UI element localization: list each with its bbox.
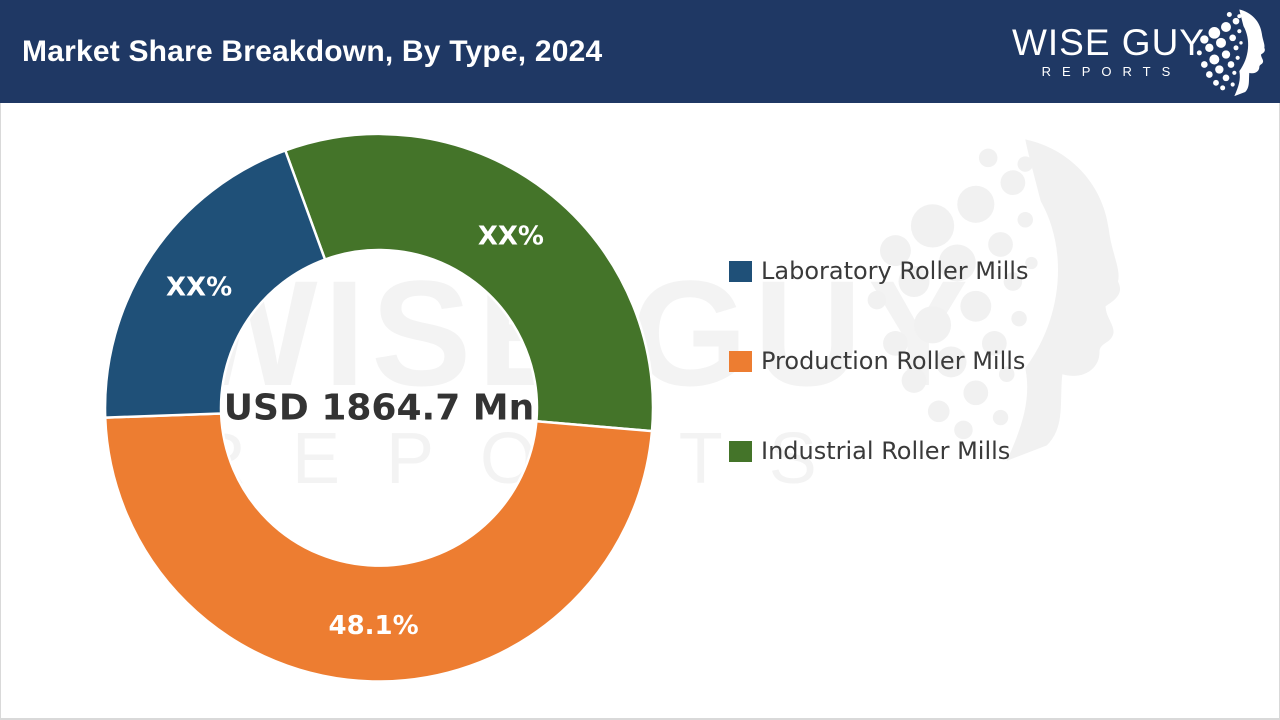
chart-panel: WISE GUY REPORTS XX%48.1%XX% USD 1864.7 … [0,103,1280,720]
watermark-face-icon [867,139,1120,461]
pie-slice-production-roller-mills [103,412,654,683]
page-title: Market Share Breakdown, By Type, 2024 [22,34,603,68]
legend-swatch-blue [729,260,752,282]
brand-logo-text: WISE GUY REPORTS [1012,24,1205,79]
slice-value-label: XX% [478,222,544,252]
slice-value-label: 48.1% [328,611,418,641]
chart-center-total: USD 1864.7 Mn [223,387,535,429]
pie-slice-laboratory-roller-mills [103,149,327,419]
pie-slice-industrial-roller-mills [284,132,655,433]
brand-name: WISE GUY [1011,22,1205,63]
header-bar: Market Share Breakdown, By Type, 2024 WI… [0,0,1280,103]
brand-subtitle: REPORTS [1041,64,1182,79]
legend-item-laboratory-roller-mills: Laboratory Roller Mills [729,255,1028,287]
legend-swatch-green [729,440,752,462]
brand-face-icon [1196,9,1265,96]
legend-item-production-roller-mills: Production Roller Mills [729,345,1025,377]
slice-value-label: XX% [166,273,232,303]
legend-item-industrial-roller-mills: Industrial Roller Mills [729,435,1010,467]
legend-label: Industrial Roller Mills [761,437,1011,465]
legend-swatch-orange [729,350,752,372]
legend-label: Production Roller Mills [761,347,1026,375]
legend-label: Laboratory Roller Mills [761,257,1029,285]
donut-chart: XX% 48.1% XX% [103,132,655,683]
brand-logo: WISE GUY REPORTS [1012,6,1266,98]
